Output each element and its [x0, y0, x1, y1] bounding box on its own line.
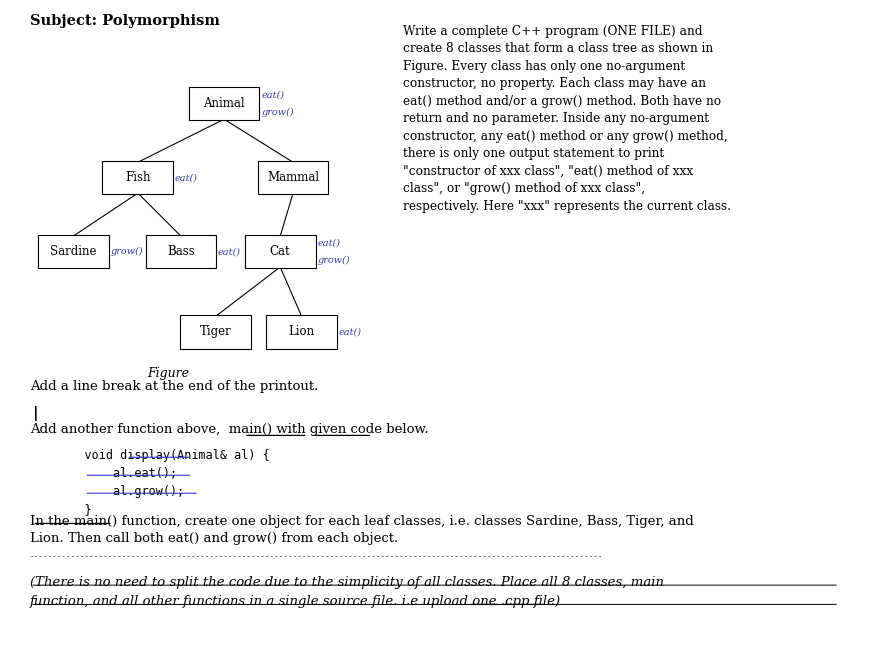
Text: eat(): eat()	[175, 173, 198, 182]
Text: Subject: Polymorphism: Subject: Polymorphism	[30, 14, 220, 28]
FancyBboxPatch shape	[244, 235, 315, 268]
Text: void display(Animal& al) {: void display(Animal& al) {	[56, 449, 270, 462]
Text: Fish: Fish	[125, 171, 151, 184]
Text: Sardine: Sardine	[50, 245, 96, 258]
Text: --------------------------------------------------------------------------------: ----------------------------------------…	[30, 551, 604, 561]
Text: Bass: Bass	[167, 245, 194, 258]
Text: Lion: Lion	[289, 326, 314, 339]
FancyBboxPatch shape	[145, 235, 216, 268]
Text: al.eat();: al.eat();	[56, 467, 177, 480]
Text: (There is no need to split the code due to the simplicity of all classes. Place : (There is no need to split the code due …	[30, 576, 664, 589]
Text: Figure: Figure	[147, 367, 189, 380]
Text: grow(): grow()	[317, 256, 350, 265]
Text: |: |	[32, 406, 39, 421]
Text: Write a complete C++ program (ONE FILE) and
create 8 classes that form a class t: Write a complete C++ program (ONE FILE) …	[403, 25, 731, 213]
Text: eat(): eat()	[261, 90, 284, 100]
Text: In the main() function, create one object for each leaf classes, i.e. classes Sa: In the main() function, create one objec…	[30, 515, 694, 545]
Text: Mammal: Mammal	[267, 171, 319, 184]
Text: function, and all other functions in a single source file. i.e upload one .cpp f: function, and all other functions in a s…	[30, 596, 562, 609]
Text: eat(): eat()	[339, 327, 362, 337]
FancyBboxPatch shape	[266, 315, 337, 349]
Text: grow(): grow()	[110, 247, 143, 256]
Text: eat(): eat()	[317, 238, 340, 247]
FancyBboxPatch shape	[38, 235, 109, 268]
FancyBboxPatch shape	[258, 161, 328, 195]
Text: Animal: Animal	[203, 97, 245, 110]
Text: grow(): grow()	[261, 108, 293, 117]
Text: Add a line break at the end of the printout.: Add a line break at the end of the print…	[30, 380, 318, 393]
Text: eat(): eat()	[218, 247, 241, 256]
Text: al.grow();: al.grow();	[56, 485, 184, 498]
Text: Cat: Cat	[270, 245, 291, 258]
Text: }: }	[56, 503, 91, 516]
Text: Add another function above,  main() with given code below.: Add another function above, main() with …	[30, 423, 428, 436]
FancyBboxPatch shape	[180, 315, 251, 349]
Text: Tiger: Tiger	[200, 326, 231, 339]
FancyBboxPatch shape	[188, 87, 259, 120]
FancyBboxPatch shape	[102, 161, 173, 195]
